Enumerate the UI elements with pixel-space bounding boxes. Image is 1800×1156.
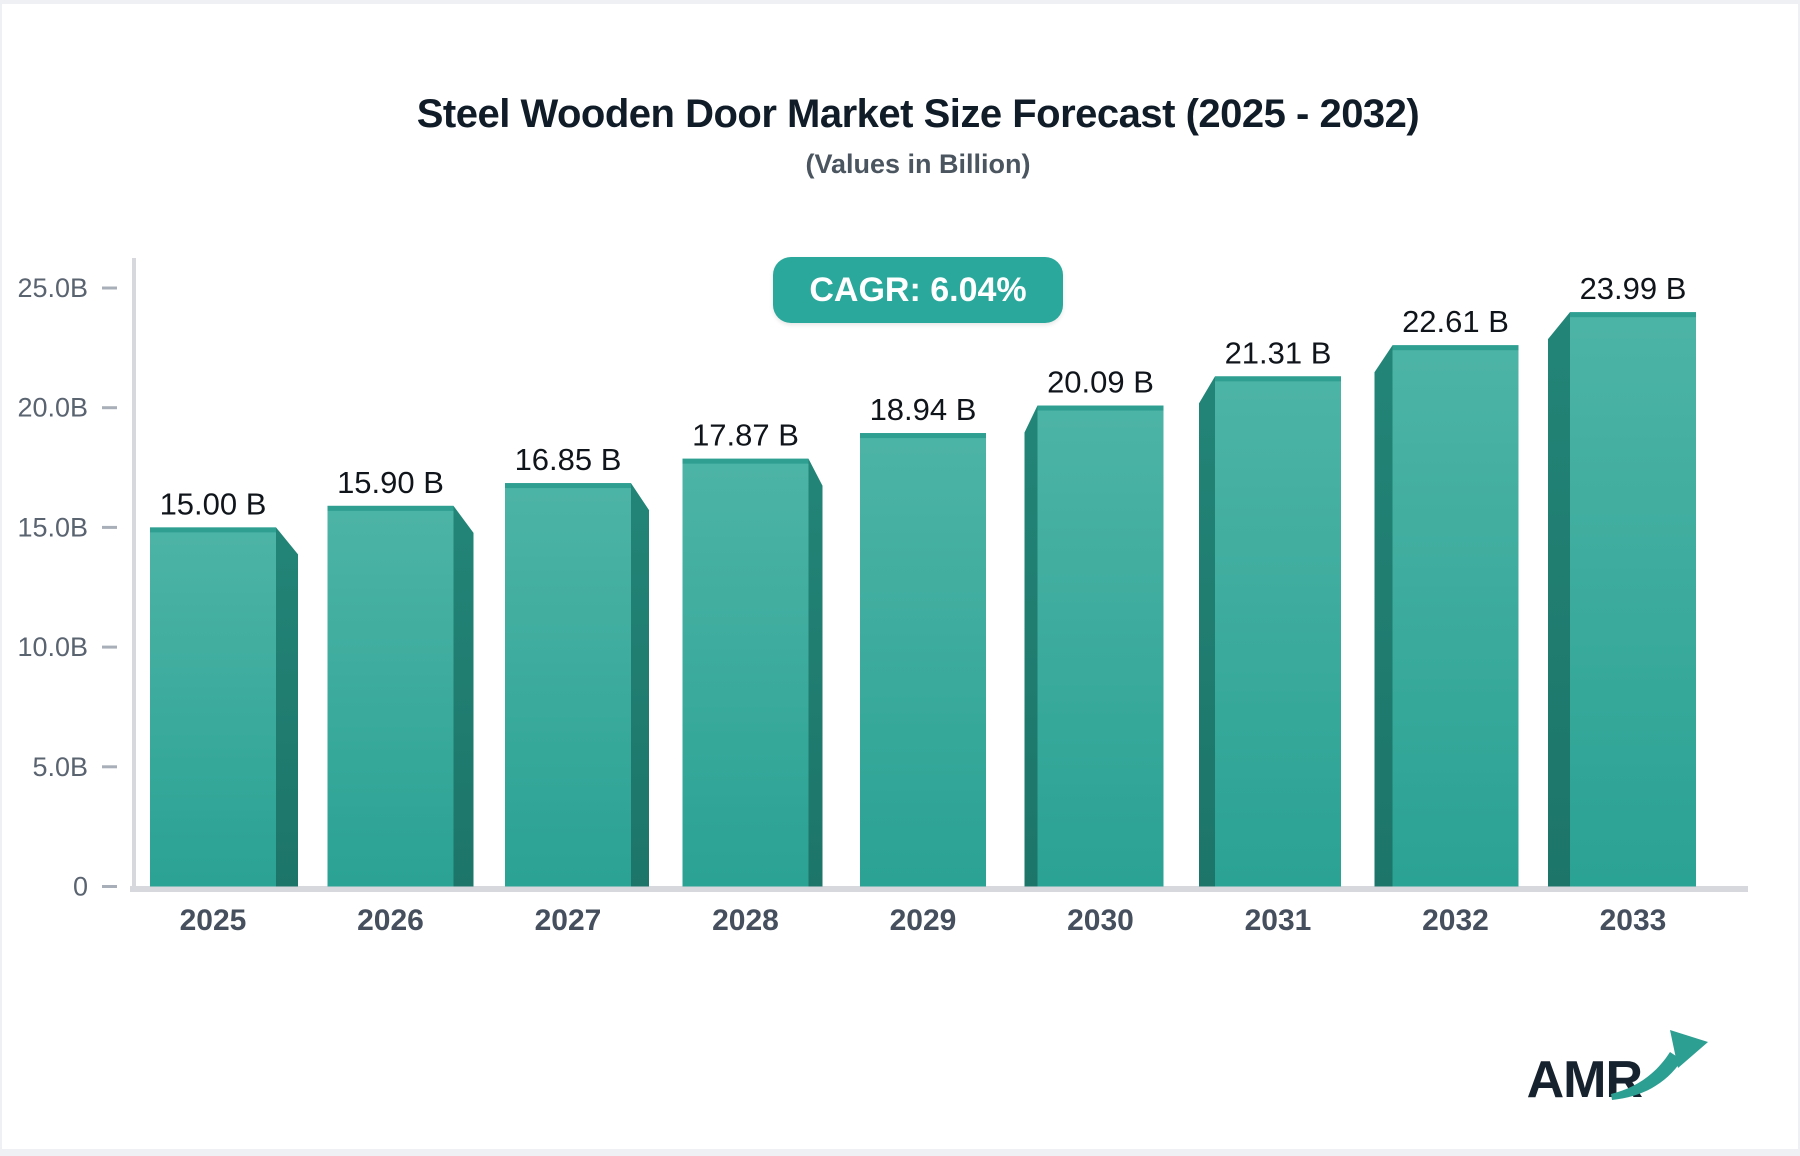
y-tick-label-25.0B: 25.0B	[17, 273, 88, 303]
y-tick-label-5.0B: 5.0B	[32, 752, 88, 782]
bar-face-2033	[1570, 312, 1696, 887]
bar-top-edge-2025	[150, 527, 276, 533]
bar-face-2030	[1037, 405, 1164, 887]
badge-row: CAGR: 6.04%	[36, 257, 1800, 323]
growth-arrow-icon	[1611, 1030, 1708, 1100]
bar-top-edge-2032	[1392, 345, 1519, 351]
bar-value-label-2029: 18.94 B	[870, 392, 977, 427]
x-tick-label-2028: 2028	[712, 904, 779, 937]
bar-value-label-2028: 17.87 B	[692, 418, 799, 453]
y-tick-label-20.0B: 20.0B	[17, 393, 88, 423]
y-tick-label-0: 0	[73, 872, 88, 902]
bar-top-edge-2033	[1570, 312, 1696, 318]
bar-value-label-2026: 15.90 B	[337, 465, 444, 500]
bar-value-label-2027: 16.85 B	[515, 442, 622, 477]
bar-top-edge-2028	[682, 458, 809, 464]
bar-face-2026	[327, 505, 454, 887]
bar-face-2029	[860, 433, 986, 887]
bar-face-2031	[1215, 376, 1341, 887]
bar-face-2032	[1392, 345, 1519, 887]
bar-top-edge-2030	[1037, 405, 1164, 411]
bar-face-2027	[505, 483, 631, 887]
x-tick-label-2026: 2026	[357, 904, 424, 937]
bar-top-edge-2029	[860, 433, 986, 439]
bar-side-2025	[276, 527, 298, 887]
bar-top-edge-2026	[327, 505, 454, 511]
amr-logo: AMR	[1527, 1026, 1712, 1106]
bar-top-edge-2031	[1215, 376, 1341, 382]
bar-value-label-2032: 22.61 B	[1402, 304, 1509, 339]
bar-value-label-2033: 23.99 B	[1580, 271, 1687, 306]
x-tick-label-2031: 2031	[1245, 904, 1312, 937]
bar-face-2025	[150, 527, 276, 887]
bar-side-2031	[1199, 376, 1215, 887]
bar-value-label-2025: 15.00 B	[160, 486, 267, 521]
bar-side-2028	[808, 458, 823, 887]
cagr-badge: CAGR: 6.04%	[773, 257, 1063, 323]
bar-side-2033	[1548, 312, 1570, 887]
bar-side-2032	[1374, 345, 1393, 887]
x-tick-label-2033: 2033	[1600, 904, 1667, 937]
bar-value-label-2031: 21.31 B	[1225, 335, 1332, 370]
bar-side-2030	[1024, 405, 1038, 887]
x-tick-label-2027: 2027	[535, 904, 602, 937]
y-tick-label-10.0B: 10.0B	[17, 632, 88, 662]
bar-side-2026	[453, 505, 474, 887]
x-tick-label-2030: 2030	[1067, 904, 1134, 937]
x-tick-label-2029: 2029	[890, 904, 957, 937]
y-tick-label-15.0B: 15.0B	[17, 512, 88, 542]
x-tick-label-2032: 2032	[1422, 904, 1489, 937]
bar-top-edge-2027	[505, 483, 631, 489]
bar-side-2027	[631, 483, 649, 887]
x-tick-label-2025: 2025	[180, 904, 247, 937]
bar-face-2028	[682, 458, 809, 887]
bar-value-label-2030: 20.09 B	[1047, 365, 1154, 400]
